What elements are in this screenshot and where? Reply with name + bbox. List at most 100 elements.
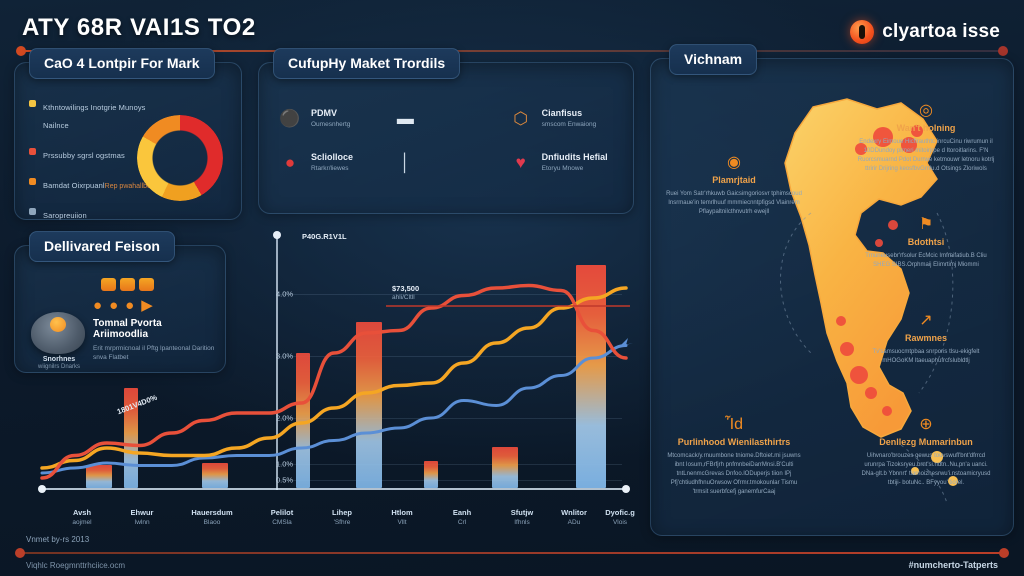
map-pin-icon: ● bbox=[284, 152, 296, 172]
trend-item[interactable]: ▬ bbox=[392, 105, 503, 131]
map-note: Ἶd Purlinhood Wienilasthirtrs Mtcomcack/… bbox=[665, 417, 803, 497]
people-pair-icon: │ bbox=[400, 152, 411, 172]
map-note-text: Uihvnaro'brouzes gewus touvswufl'bnt'dfr… bbox=[861, 453, 991, 487]
map-note-text: Tmuneusebr'rfsolur EcMcic Imfraifatiub.B… bbox=[865, 253, 987, 269]
target-hex-icon: ⬡ bbox=[513, 108, 529, 128]
x-axis-label: Avsh aojmel bbox=[72, 508, 91, 526]
trend-text-group: Dnfiudits Hefial Etoryu Mnowe bbox=[542, 152, 608, 173]
x-axis-label: Hauersdum Blaoo bbox=[191, 508, 232, 526]
trend-arrow-icon bbox=[620, 338, 633, 346]
factory-icon: Ἶd bbox=[724, 416, 744, 433]
panel-icons-title: CufupHy Maket Trordils bbox=[273, 47, 461, 79]
chart-bar bbox=[296, 353, 310, 488]
x-label-secondary: aojmel bbox=[72, 519, 92, 526]
x-label-primary: Hauersdum bbox=[191, 508, 233, 517]
x-label-secondary: Ifhnls bbox=[514, 519, 530, 526]
map-note-heading: Denllezg Mumarinbun bbox=[879, 437, 973, 447]
trend-sublabel: Etoryu Mnowe bbox=[541, 164, 584, 172]
chart-bar bbox=[492, 446, 518, 488]
trend-sublabel: Rtarkr/liewes bbox=[311, 164, 349, 172]
trend-sublabel: smscom Enwaiong bbox=[541, 120, 597, 128]
map-note-heading: Purlinhood Wienilasthirtrs bbox=[677, 437, 791, 447]
trend-item[interactable]: │ bbox=[392, 149, 503, 175]
map-note: ↗ Rawmnes Tv'samsuocmtpbaa snrporis tlsu… bbox=[857, 313, 995, 366]
flame-circle-icon bbox=[850, 20, 875, 44]
x-label-primary: Dyofic.g bbox=[605, 508, 635, 517]
chart-x-axis bbox=[38, 485, 630, 493]
chart-bar bbox=[576, 264, 606, 488]
x-label-primary: Wnlitor bbox=[561, 508, 587, 517]
map-note-heading: Bdothtsi bbox=[907, 237, 945, 247]
legend-label: Prssubby sgrsl ogstmas bbox=[43, 151, 125, 160]
map-note: ◎ Wan't holning Endexry Eimoue Hicfiraut… bbox=[857, 103, 995, 174]
gridline bbox=[278, 418, 622, 419]
trend-label: Dnfiudits Hefial bbox=[541, 151, 608, 162]
gridline bbox=[278, 356, 622, 357]
map-note-text: Endexry Eimoue Hicfirauthtc inrcuCinu ri… bbox=[857, 139, 995, 173]
icon-grid: ⚫ PDMV Oumesnhertg ▬ ⬡ Cianfisus smscom Enwaio… bbox=[277, 105, 619, 175]
map-note-text: Mtcomcack/y.rnuumbone tniome.Dftoiet.mi … bbox=[667, 453, 801, 496]
location-pin-icon: ◉ bbox=[727, 154, 741, 171]
x-label-secondary: Blaoo bbox=[203, 519, 221, 526]
map-note-heading: Wan't holning bbox=[896, 123, 956, 133]
x-label-secondary: ADu bbox=[567, 519, 581, 526]
gridline bbox=[278, 464, 622, 465]
panel-donut-title: CaO 4 Lontpir For Mark bbox=[29, 47, 215, 79]
trend-text-group: Scliolloce Rtarkr/liewes bbox=[311, 152, 353, 173]
header-divider bbox=[16, 46, 1008, 56]
x-axis-label: Pelilot CMSla bbox=[271, 508, 294, 526]
trend-item[interactable]: ● Scliolloce Rtarkr/liewes bbox=[277, 149, 388, 175]
panel-vietnam-map: Vichnam bbox=[650, 43, 1014, 536]
chart-bar bbox=[424, 460, 438, 488]
x-label-primary: Lihep bbox=[332, 508, 352, 517]
x-label-primary: Avsh bbox=[72, 508, 92, 517]
chart-bar bbox=[356, 321, 382, 488]
vietnam-map-graphic bbox=[780, 98, 958, 504]
chart-bar bbox=[86, 465, 112, 488]
annotation-right-value: $73,500 ahli/Cltll bbox=[392, 284, 420, 301]
legend-color-swatch bbox=[29, 208, 36, 215]
x-label-secondary: 'Sfhre bbox=[333, 519, 351, 526]
chart-bar bbox=[202, 462, 228, 488]
trend-label: PDMV bbox=[311, 107, 338, 118]
legend-label: Saropreuiion bbox=[43, 211, 87, 220]
globe-swirl-icon: ◎ bbox=[919, 102, 933, 119]
panel-market-trends: CufupHy Maket Trordils ⚫ PDMV Oumesnhertg ▬… bbox=[258, 47, 634, 214]
panel-delivered-title: Dellivared Feison bbox=[29, 230, 175, 262]
trend-text-group: Cianfisus smscom Enwaiong bbox=[542, 108, 597, 129]
trend-item[interactable]: ♥ Dnfiudits Hefial Etoryu Mnowe bbox=[508, 149, 619, 175]
shield-lock-icon: ⚫ bbox=[279, 108, 301, 128]
map-note-text: Tv'samsuocmtpbaa snrporis tlsu-ekigfelt … bbox=[872, 349, 980, 365]
annotation-peak: P40G.R1V1L bbox=[302, 232, 347, 241]
brand-logo: clyartoa isse bbox=[850, 20, 1000, 44]
legend-sublabel: Rep pwahallbe bbox=[104, 183, 151, 190]
legend-text-group: Prssubby sgrsl ogstmas bbox=[43, 145, 125, 163]
trend-item[interactable]: ⬡ Cianfisus smscom Enwaiong bbox=[508, 105, 619, 131]
map-note-heading: Rawmnes bbox=[904, 333, 948, 343]
gridline bbox=[278, 294, 622, 295]
map-note-text: Ruei Yom Satr'rhkuwb Gaicsimgoriosvr tph… bbox=[666, 191, 802, 216]
map-note-heading: Plamrjtaid bbox=[712, 175, 756, 185]
x-label-primary: Htlom bbox=[391, 508, 413, 517]
legend-item: Kthntowilings Inotgrie Munoys Nailnce bbox=[29, 97, 169, 133]
panel-map-title: Vichnam bbox=[669, 43, 758, 75]
compass-icon: ↗ bbox=[919, 312, 933, 329]
donut-chart bbox=[137, 115, 223, 201]
globe-circle-icon: ⊕ bbox=[919, 416, 933, 433]
x-axis-label: Htlom Vllt bbox=[391, 508, 412, 526]
legend-text-group: Bamdat OixrpuanlRep pwahallbe bbox=[43, 175, 151, 193]
x-label-secondary: Vlois bbox=[612, 519, 628, 526]
x-axis-label: Lihep 'Sfhre bbox=[332, 508, 352, 526]
footer-left-line2: Viqhlc Roegmnttrhciice.ocm bbox=[26, 561, 126, 570]
trend-sublabel: Oumesnhertg bbox=[311, 120, 351, 128]
chart-y-axis bbox=[273, 231, 281, 490]
heart-icon: ♥ bbox=[515, 152, 526, 172]
trend-item[interactable]: ⚫ PDMV Oumesnhertg bbox=[277, 105, 388, 131]
x-axis-label: Ehwur Iwlnn bbox=[131, 508, 154, 526]
gridline bbox=[278, 480, 622, 481]
legend-label: Kthntowilings Inotgrie Munoys Nailnce bbox=[43, 103, 146, 130]
x-label-primary: Ehwur bbox=[130, 508, 154, 517]
page-title: ATY 68R VAI1S TO2 bbox=[22, 14, 256, 41]
chart-trend-lines bbox=[40, 283, 633, 480]
